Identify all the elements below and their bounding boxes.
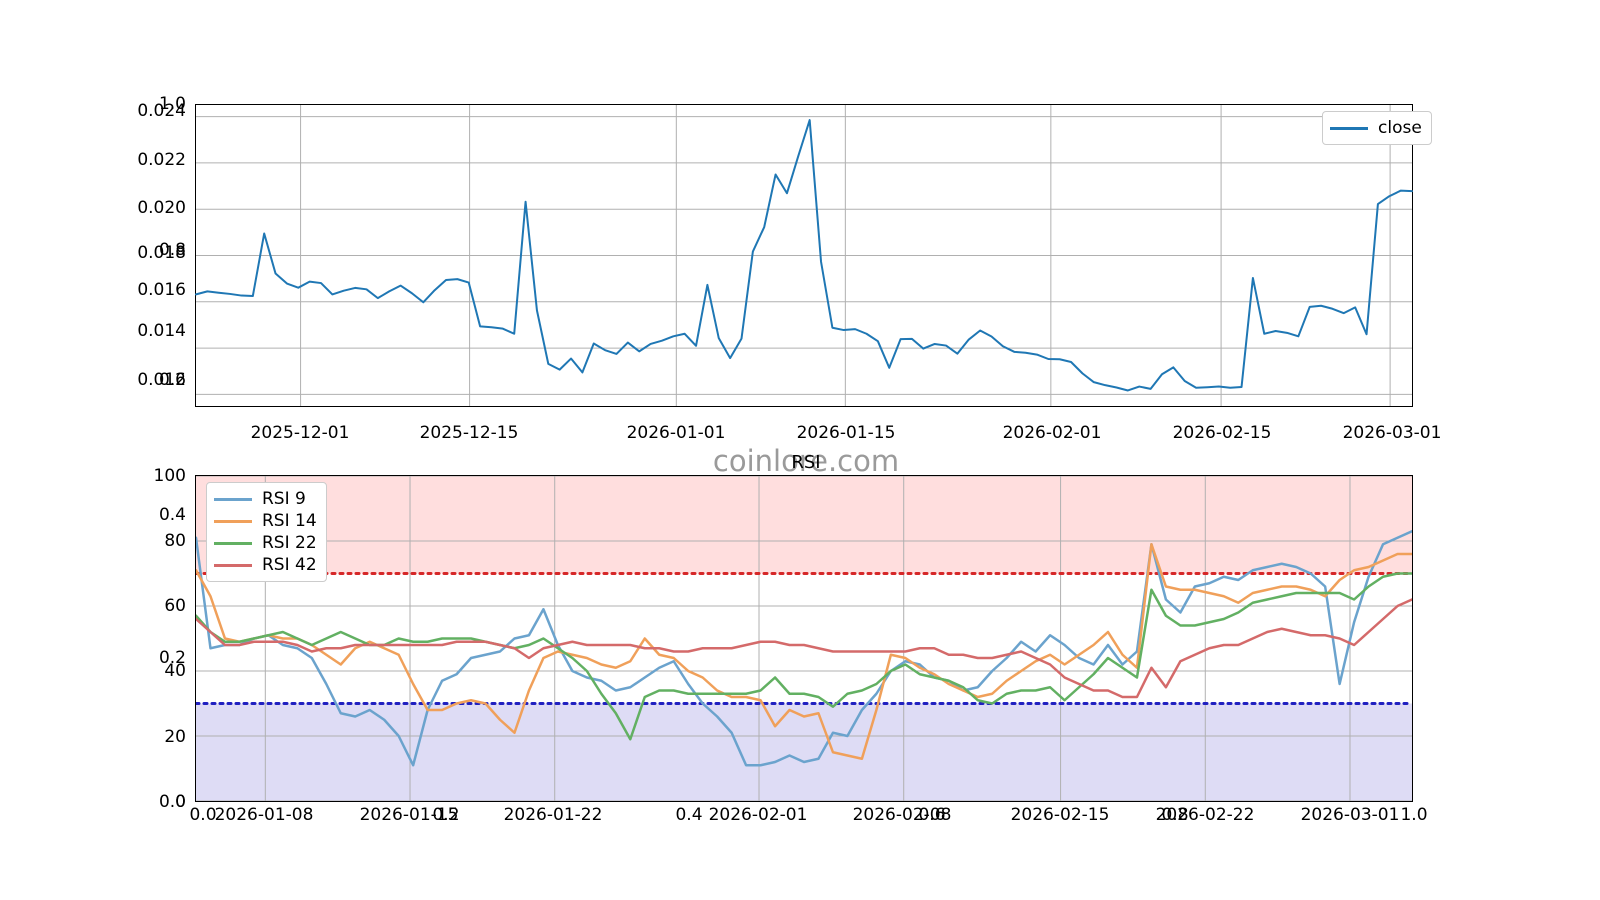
rsi-oversold-zone xyxy=(196,703,1412,801)
rsi-ytick-100: 100 xyxy=(153,466,186,486)
price-xtick-2025-12-01: 2025-12-01 xyxy=(250,423,350,443)
rsi-xtick-2026-01-15: 2026-01-15 xyxy=(359,805,459,825)
legend-label-rsi-22: RSI 22 xyxy=(262,533,317,553)
legend-label-rsi-9: RSI 9 xyxy=(262,489,306,509)
rsi-xtick-2026-02-22: 2026-02-22 xyxy=(1155,805,1255,825)
price-chart-legend[interactable]: close xyxy=(1322,111,1432,145)
rsi-plot-area xyxy=(196,476,1412,801)
legend-item-close[interactable]: close xyxy=(1330,117,1422,139)
price-xtick-2025-12-15: 2025-12-15 xyxy=(419,423,519,443)
rsi-ytick-80: 80 xyxy=(164,531,186,551)
rsi-overbought-zone xyxy=(196,476,1412,574)
rsi-xtick-secondary-08: 0.8 xyxy=(1161,805,1189,825)
rsi-ytick-40: 40 xyxy=(164,661,186,681)
legend-item-rsi-42[interactable]: RSI 42 xyxy=(214,554,317,576)
coinlore-watermark: coinlore.com xyxy=(712,444,900,478)
rsi-ytick-secondary-00: 0.0 xyxy=(158,792,186,812)
rsi-panel-title: RSI xyxy=(791,452,821,473)
rsi-xtick-2026-02-01: 2026-02-01 xyxy=(708,805,808,825)
legend-item-rsi-14[interactable]: RSI 14 xyxy=(214,510,317,532)
price-chart-axes xyxy=(195,104,1413,407)
rsi-xtick-secondary-10: 1.0 xyxy=(1400,805,1428,825)
rsi-xtick-2026-02-15: 2026-02-15 xyxy=(1010,805,1110,825)
rsi-ytick-secondary-04: 0.4 xyxy=(158,505,186,525)
rsi-line-rsi-22 xyxy=(196,574,1412,740)
rsi-xtick-secondary-02: 0.2 xyxy=(432,805,460,825)
rsi-xtick-2026-03-01: 2026-03-01 xyxy=(1300,805,1400,825)
price-xtick-2026-02-01: 2026-02-01 xyxy=(1002,423,1102,443)
rsi9-line-swatch-icon xyxy=(214,497,252,501)
legend-item-rsi-22[interactable]: RSI 22 xyxy=(214,532,317,554)
legend-label-rsi-42: RSI 42 xyxy=(262,555,317,575)
rsi-ytick-0: 0 xyxy=(175,792,186,812)
rsi-xtick-2026-01-08: 2026-01-08 xyxy=(214,805,314,825)
close-line-swatch-icon xyxy=(1330,126,1368,130)
rsi-ytick-secondary-02: 0.2 xyxy=(158,648,186,668)
price-xtick-2026-03-01: 2026-03-01 xyxy=(1342,423,1442,443)
rsi42-line-swatch-icon xyxy=(214,563,252,567)
rsi-chart-axes xyxy=(195,475,1413,802)
price-xtick-2026-01-01: 2026-01-01 xyxy=(626,423,726,443)
rsi-xtick-secondary-00: 0.0 xyxy=(189,805,217,825)
price-ytick-0018: 0.018 xyxy=(137,243,186,263)
price-ytick-secondary-08: 0.8 xyxy=(158,240,186,260)
rsi-xtick-secondary-04: 0.4 xyxy=(675,805,703,825)
rsi-ytick-20: 20 xyxy=(164,727,186,747)
price-ytick-secondary-06: 0.6 xyxy=(158,370,186,390)
rsi-chart-legend[interactable]: RSI 9 RSI 14 RSI 22 RSI 42 xyxy=(206,482,327,582)
rsi-xtick-secondary-06: 0.6 xyxy=(918,805,946,825)
rsi-ytick-60: 60 xyxy=(164,596,186,616)
price-ytick-0012: 0.012 xyxy=(137,370,186,390)
rsi-xtick-2026-01-22: 2026-01-22 xyxy=(503,805,603,825)
legend-label-close: close xyxy=(1378,118,1422,138)
price-ytick-0024: 0.024 xyxy=(137,101,186,121)
price-ytick-0020: 0.020 xyxy=(137,198,186,218)
price-xtick-2026-01-15: 2026-01-15 xyxy=(796,423,896,443)
rsi-line-rsi-14 xyxy=(196,544,1412,759)
price-ytick-0022: 0.022 xyxy=(137,150,186,170)
rsi-line-rsi-9 xyxy=(196,531,1412,765)
price-xtick-2026-02-15: 2026-02-15 xyxy=(1172,423,1272,443)
legend-label-rsi-14: RSI 14 xyxy=(262,511,317,531)
legend-item-rsi-9[interactable]: RSI 9 xyxy=(214,488,317,510)
rsi-line-rsi-42 xyxy=(196,600,1412,698)
price-plot-area xyxy=(196,105,1412,406)
close-price-line xyxy=(196,120,1412,390)
rsi-xtick-2026-02-08: 2026-02-08 xyxy=(852,805,952,825)
rsi14-line-swatch-icon xyxy=(214,519,252,523)
price-ytick-secondary-10: 1.0 xyxy=(158,94,186,114)
rsi22-line-swatch-icon xyxy=(214,541,252,545)
price-ytick-0014: 0.014 xyxy=(137,321,186,341)
price-ytick-0016: 0.016 xyxy=(137,280,186,300)
